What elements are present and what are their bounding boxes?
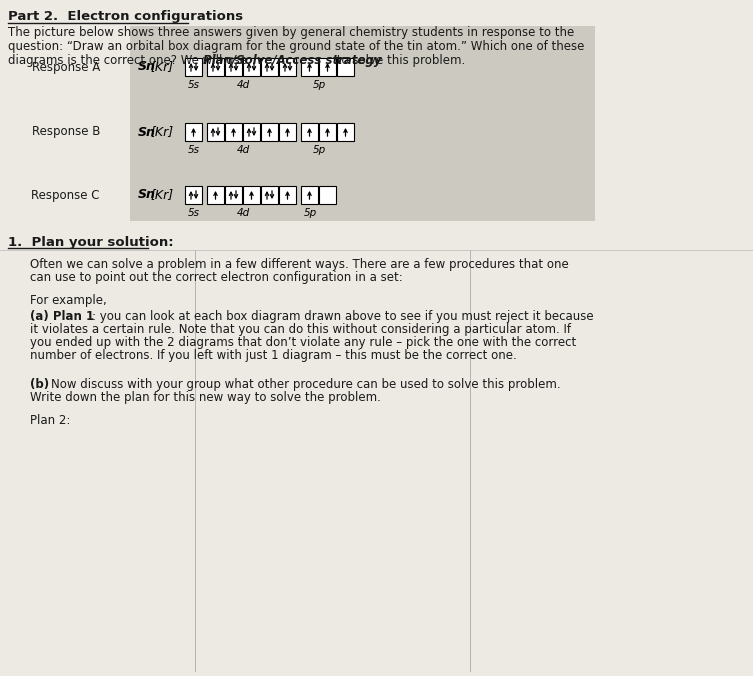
Bar [243,58,260,76]
Text: Plan 2:: Plan 2: [30,414,70,427]
Bar [185,58,202,76]
Text: 5p: 5p [312,80,325,90]
Text: it violates a certain rule. Note that you can do this without considering a part: it violates a certain rule. Note that yo… [30,323,571,336]
Bar [319,58,336,76]
Text: question: “Draw an orbital box diagram for the ground state of the tin atom.” Wh: question: “Draw an orbital box diagram f… [8,40,584,53]
Bar [185,186,202,204]
Text: Sn: Sn [138,126,156,139]
Bar [225,123,242,141]
Text: diagrams is the correct one? We will use: diagrams is the correct one? We will use [8,54,251,67]
Text: [Kr]: [Kr] [151,189,174,201]
Text: [Kr]: [Kr] [151,126,174,139]
Bar [225,186,242,204]
Bar [261,186,278,204]
Bar [243,186,260,204]
Text: Response C: Response C [32,189,100,201]
Bar [319,186,336,204]
Bar [207,58,224,76]
Text: Response A: Response A [32,60,100,74]
Bar [337,123,354,141]
Text: number of electrons. If you left with just 1 diagram – this must be the correct : number of electrons. If you left with ju… [30,349,517,362]
Text: For example,: For example, [30,295,107,308]
Bar [207,123,224,141]
Text: 5s: 5s [187,145,200,155]
Text: 1.  Plan your solution:: 1. Plan your solution: [8,236,174,249]
Bar [319,123,336,141]
Text: [Kr]: [Kr] [151,60,174,74]
Text: The picture below shows three answers given by general chemistry students in res: The picture below shows three answers gi… [8,26,575,39]
Text: Plan/Solve/Access strategy: Plan/Solve/Access strategy [203,54,381,67]
Text: Sn: Sn [138,189,156,201]
Text: (a) Plan 1: (a) Plan 1 [30,310,94,323]
Text: Often we can solve a problem in a few different ways. There are a few procedures: Often we can solve a problem in a few di… [30,258,569,271]
Text: 4d: 4d [236,208,250,218]
Bar [279,186,296,204]
Text: Sn: Sn [138,60,156,74]
Text: can use to point out the correct electron configuration in a set:: can use to point out the correct electro… [30,271,403,284]
Bar [185,123,202,141]
Text: Now discuss with your group what other procedure can be used to solve this probl: Now discuss with your group what other p… [51,378,561,391]
Bar [279,123,296,141]
Text: 5s: 5s [187,208,200,218]
Text: you ended up with the 2 diagrams that don’t violate any rule – pick the one with: you ended up with the 2 diagrams that do… [30,336,576,349]
Bar [301,123,318,141]
Bar [301,186,318,204]
Bar [243,123,260,141]
Text: : you can look at each box diagram drawn above to see if you must reject it beca: : you can look at each box diagram drawn… [92,310,593,323]
Text: Write down the plan for this new way to solve the problem.: Write down the plan for this new way to … [30,391,381,404]
Text: (b): (b) [30,378,49,391]
Text: 5p: 5p [303,208,316,218]
Text: 4d: 4d [236,145,250,155]
Text: 4d: 4d [236,80,250,90]
Bar [337,58,354,76]
Text: to solve this problem.: to solve this problem. [333,54,465,67]
Text: Response B: Response B [32,126,100,139]
FancyBboxPatch shape [130,26,595,221]
Text: Part 2.  Electron configurations: Part 2. Electron configurations [8,10,243,23]
Bar [261,123,278,141]
Text: 5p: 5p [312,145,325,155]
Bar [207,186,224,204]
Bar [225,58,242,76]
Text: 5s: 5s [187,80,200,90]
Bar [279,58,296,76]
Bar [261,58,278,76]
Bar [301,58,318,76]
